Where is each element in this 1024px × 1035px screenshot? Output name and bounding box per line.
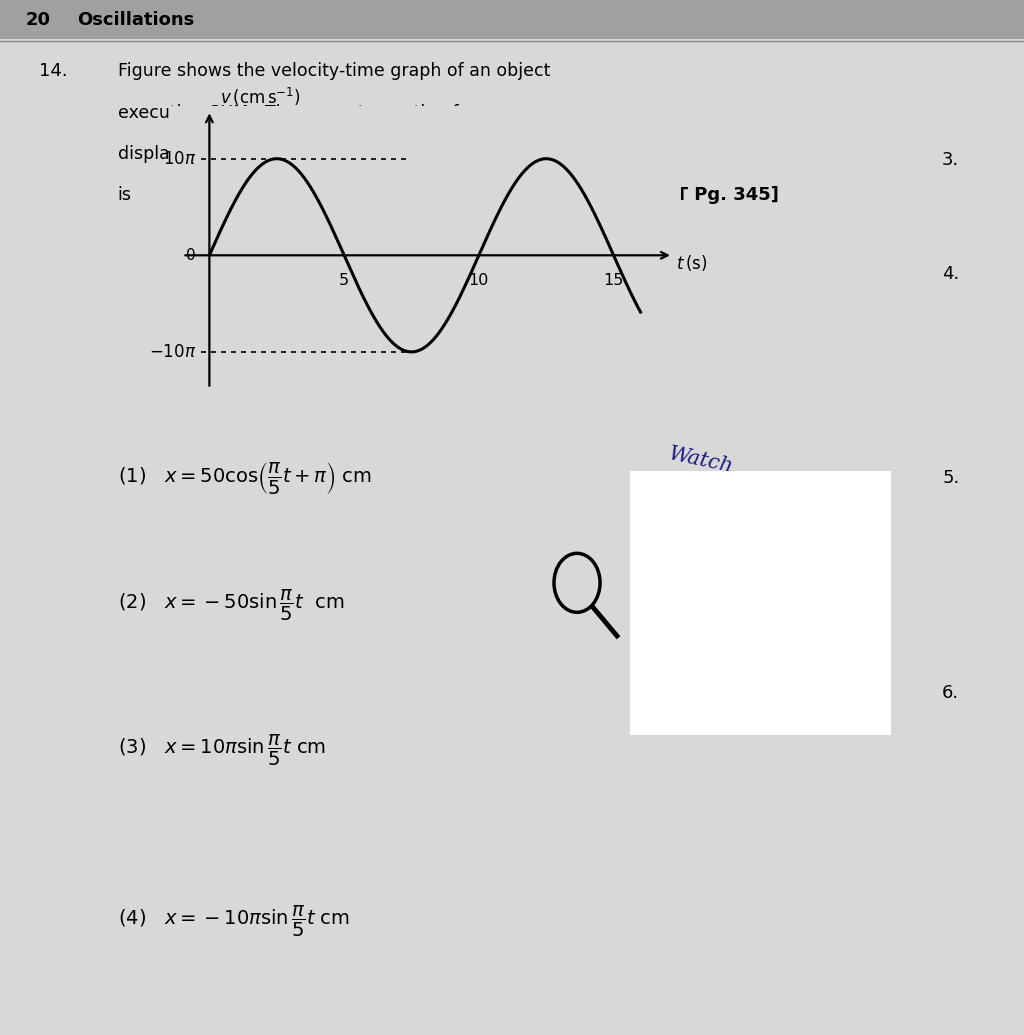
FancyBboxPatch shape bbox=[622, 463, 899, 743]
Text: $10\pi$: $10\pi$ bbox=[163, 150, 196, 168]
Text: $v\,(\mathrm{cm\,s}^{-1})$: $v\,(\mathrm{cm\,s}^{-1})$ bbox=[220, 86, 301, 109]
Text: $-10\pi$: $-10\pi$ bbox=[148, 343, 196, 361]
Text: displacement - time (x - t) representing this motion: displacement - time (x - t) representing… bbox=[118, 145, 566, 162]
Text: (1)   $x = 50\cos\!\left(\dfrac{\pi}{5}t + \pi\right)$ cm: (1) $x = 50\cos\!\left(\dfrac{\pi}{5}t +… bbox=[118, 461, 372, 496]
Text: 3.: 3. bbox=[942, 151, 959, 170]
Text: 15: 15 bbox=[603, 272, 624, 288]
Text: 10: 10 bbox=[469, 272, 489, 288]
Text: executing SHM.  The correct equation for: executing SHM. The correct equation for bbox=[118, 104, 476, 121]
Text: (4)   $x = -10\pi\sin\dfrac{\pi}{5}t$ cm: (4) $x = -10\pi\sin\dfrac{\pi}{5}t$ cm bbox=[118, 904, 350, 939]
Text: $t\,(\mathrm{s})$: $t\,(\mathrm{s})$ bbox=[676, 253, 707, 273]
Text: Figure shows the velocity-time graph of an object: Figure shows the velocity-time graph of … bbox=[118, 62, 550, 80]
Text: 6.: 6. bbox=[942, 684, 959, 703]
Text: Watch: Watch bbox=[668, 444, 735, 477]
Text: 4.: 4. bbox=[942, 265, 959, 284]
Text: is: is bbox=[118, 186, 132, 204]
Bar bbox=[0, 0, 1024, 39]
Text: $0$: $0$ bbox=[185, 247, 196, 263]
Text: 20: 20 bbox=[26, 10, 50, 29]
Text: [NCERT Pg. 345]: [NCERT Pg. 345] bbox=[614, 186, 779, 204]
Text: 5: 5 bbox=[339, 272, 349, 288]
Text: 14.: 14. bbox=[39, 62, 68, 80]
Text: (2)   $x = -50\sin\dfrac{\pi}{5}t$  cm: (2) $x = -50\sin\dfrac{\pi}{5}t$ cm bbox=[118, 588, 344, 623]
Text: Oscillations: Oscillations bbox=[77, 10, 195, 29]
Text: 5.: 5. bbox=[942, 469, 959, 487]
Text: (3)   $x = 10\pi\sin\dfrac{\pi}{5}t$ cm: (3) $x = 10\pi\sin\dfrac{\pi}{5}t$ cm bbox=[118, 733, 326, 768]
